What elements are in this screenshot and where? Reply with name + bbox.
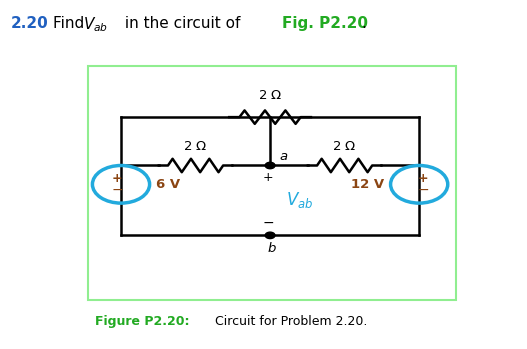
Text: 6 V: 6 V — [156, 178, 180, 191]
Text: $V_{ab}$: $V_{ab}$ — [83, 16, 109, 35]
FancyBboxPatch shape — [89, 66, 456, 300]
Circle shape — [265, 232, 275, 239]
Text: +: + — [263, 171, 274, 184]
Text: Fig. P2.20: Fig. P2.20 — [282, 16, 368, 31]
Text: a: a — [279, 150, 287, 163]
Text: Figure P2.20:: Figure P2.20: — [95, 315, 189, 328]
Text: .: . — [361, 16, 366, 31]
Text: 2 $\Omega$: 2 $\Omega$ — [333, 140, 357, 153]
Text: Circuit for Problem 2.20.: Circuit for Problem 2.20. — [211, 315, 367, 328]
Text: −: − — [417, 183, 429, 197]
Text: +: + — [112, 172, 122, 185]
Text: b: b — [268, 242, 276, 255]
Text: 2 $\Omega$: 2 $\Omega$ — [258, 89, 282, 102]
Text: Find: Find — [53, 16, 89, 31]
Text: 12 V: 12 V — [352, 178, 384, 191]
Text: −: − — [111, 183, 123, 197]
Text: +: + — [418, 172, 428, 185]
Text: 2.20: 2.20 — [11, 16, 48, 31]
Text: $V_{ab}$: $V_{ab}$ — [287, 191, 314, 210]
Text: 2 $\Omega$: 2 $\Omega$ — [183, 140, 208, 153]
Text: in the circuit of: in the circuit of — [120, 16, 246, 31]
Circle shape — [265, 162, 275, 169]
Text: −: − — [262, 216, 274, 230]
